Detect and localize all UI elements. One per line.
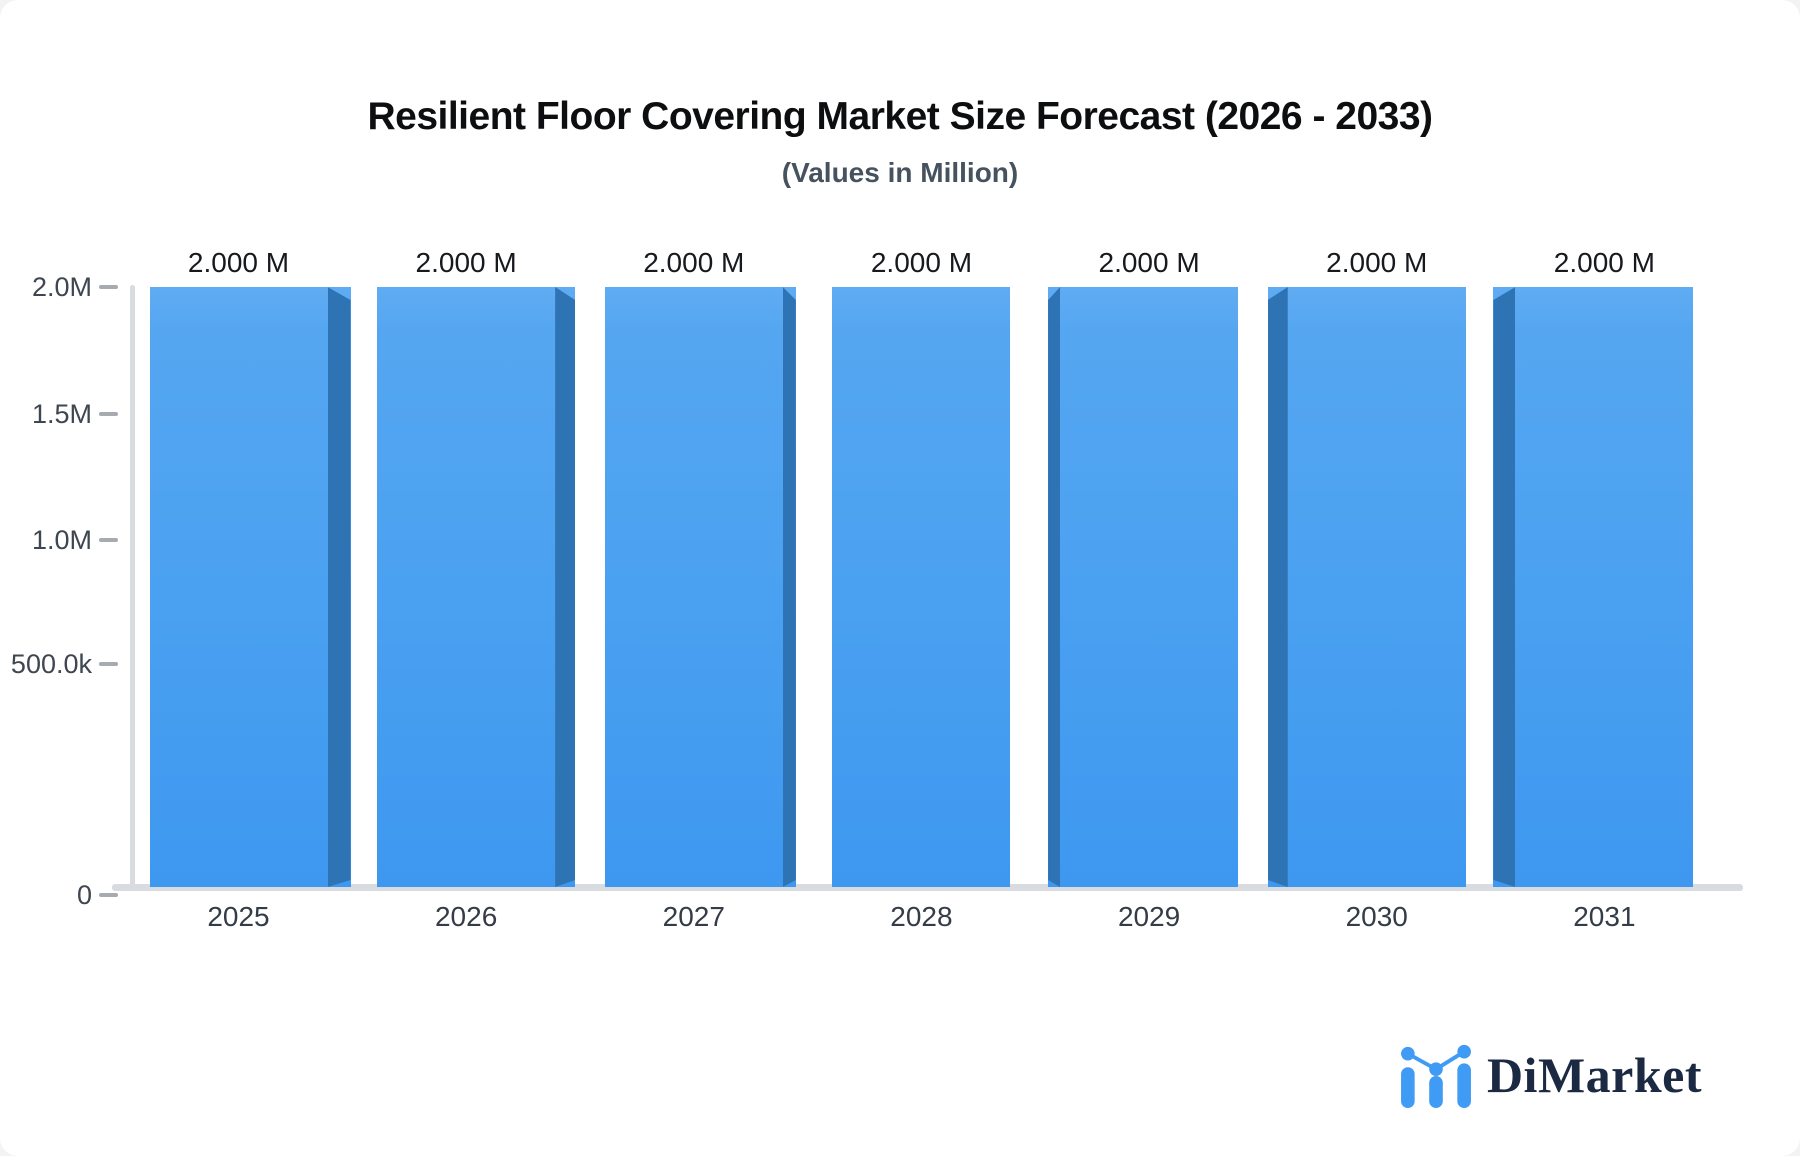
bar (377, 287, 576, 887)
bar-side-face (783, 287, 796, 887)
y-tick (99, 285, 118, 289)
brand-name: DiMarket (1486, 1047, 1702, 1103)
y-tick-label: 1.0M (31, 524, 92, 555)
x-axis-label: 2027 (662, 901, 725, 932)
x-axis-label: 2028 (890, 901, 953, 932)
bar-value-label: 2.000 M (1326, 247, 1428, 278)
y-tick-label: 0 (76, 879, 92, 910)
x-axis-label: 2026 (434, 901, 498, 932)
y-tick (99, 892, 118, 897)
bar (832, 287, 1011, 887)
y-tick (99, 537, 118, 542)
bar (1267, 287, 1466, 887)
y-tick (99, 661, 118, 666)
bar-side-face (555, 287, 575, 887)
x-axis-label: 2029 (1117, 901, 1181, 932)
chart-subtitle: (Values in Million) (781, 157, 1019, 188)
x-axis-label: 2030 (1345, 901, 1408, 932)
bar-side-face (1493, 287, 1515, 887)
y-tick-label: 500.0k (10, 648, 92, 679)
x-axis-label: 2025 (207, 901, 270, 932)
bar-value-label: 2.000 M (1098, 247, 1200, 278)
x-baseline (112, 884, 1743, 891)
bar-side-face (328, 287, 351, 887)
bar-value-label: 2.000 M (870, 247, 973, 278)
bar-side-face (1268, 287, 1288, 887)
chart-header: Resilient Floor Covering Market Size For… (40, 0, 1760, 189)
y-tick-label: 1.5M (31, 398, 92, 429)
y-tick-label: 2.0M (31, 272, 92, 302)
brand-logo: DiMarket (1399, 1042, 1702, 1108)
bar-chart-logo-icon (1401, 1044, 1471, 1108)
bar (1048, 287, 1239, 887)
bar-value-label: 2.000 M (415, 247, 517, 278)
bar (149, 287, 351, 887)
bar-value-label: 2.000 M (643, 247, 745, 278)
bar-side-face (1048, 287, 1060, 887)
bar (1493, 287, 1694, 887)
y-axis-line (130, 285, 135, 891)
bar-value-label: 2.000 M (187, 247, 290, 278)
x-axis-label: 2031 (1573, 901, 1636, 932)
bar-value-label: 2.000 M (1553, 247, 1655, 278)
chart-title: Resilient Floor Covering Market Size For… (367, 95, 1433, 138)
bar (604, 287, 796, 887)
y-tick (99, 411, 118, 416)
